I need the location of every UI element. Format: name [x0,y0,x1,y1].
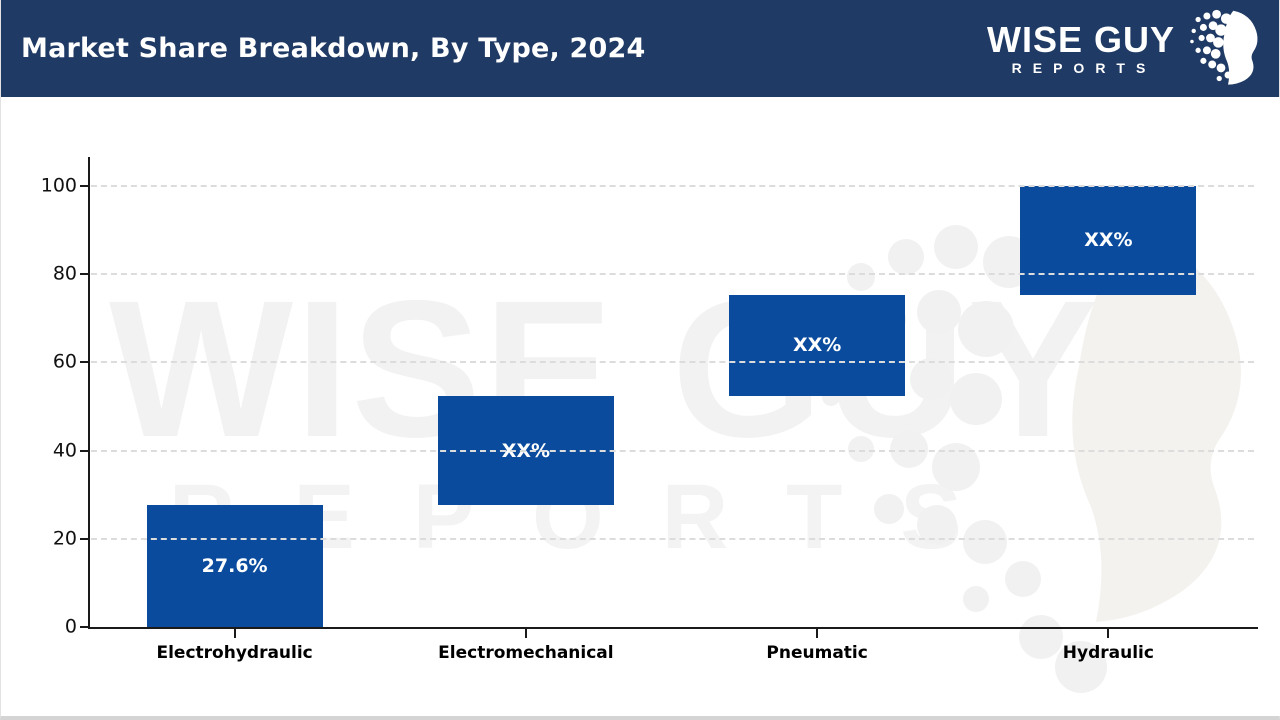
y-tick-label: 40 [52,439,77,462]
x-category-label-electromechanical: Electromechanical [438,643,614,663]
y-tick-label: 80 [52,262,77,285]
bar-value-label: 27.6% [201,555,268,578]
gridline-100 [91,185,1254,187]
x-tick-mark [233,629,236,638]
bar-value-label: XX% [792,334,842,357]
y-tick-mark [80,626,89,628]
bar-hydraulic: XX% [1020,186,1197,295]
bar-electrohydraulic: 27.6% [146,505,323,627]
x-category-label-electrohydraulic: Electrohydraulic [156,643,313,663]
y-tick-label: 20 [52,527,77,550]
gridline-20 [91,537,1254,540]
header: Market Share Breakdown, By Type, 2024 WI… [1,0,1279,97]
x-category-label-pneumatic: Pneumatic [766,643,868,663]
x-tick-mark [524,629,527,638]
y-axis-line [88,157,90,629]
bar-value-label: XX% [1084,229,1133,252]
gridline-60 [91,361,1254,364]
wiseguy-logo: WISE GUY REPORTS [987,7,1265,91]
bar-pneumatic: XX% [729,294,906,396]
y-tick-mark [80,361,89,364]
y-tick-label: 0 [64,615,77,638]
page-title: Market Share Breakdown, By Type, 2024 [21,33,646,64]
x-tick-mark [816,629,819,638]
gridline-40 [91,449,1254,452]
logo-wordmark: WISE GUY [986,19,1175,60]
logo-subtitle: REPORTS [1011,60,1157,76]
y-tick-label: 100 [40,174,77,197]
wiseguy-face-icon [1190,9,1258,85]
y-tick-mark [80,449,89,452]
watermark-face-icon [822,225,1241,693]
y-tick-mark [80,185,89,187]
y-tick-mark [80,273,89,276]
y-tick-mark [80,537,89,540]
gridline-80 [91,273,1254,276]
x-tick-mark [1107,629,1110,638]
x-axis-line [88,627,1258,629]
wiseguy-logo-text: WISE GUY REPORTS [986,19,1175,76]
x-category-label-hydraulic: Hydraulic [1062,643,1154,663]
chart-area: WISE GUY REPORTS 27.6% XX% XX% XX% 0 20 40 60 80… [1,97,1280,716]
y-tick-label: 60 [52,350,77,373]
